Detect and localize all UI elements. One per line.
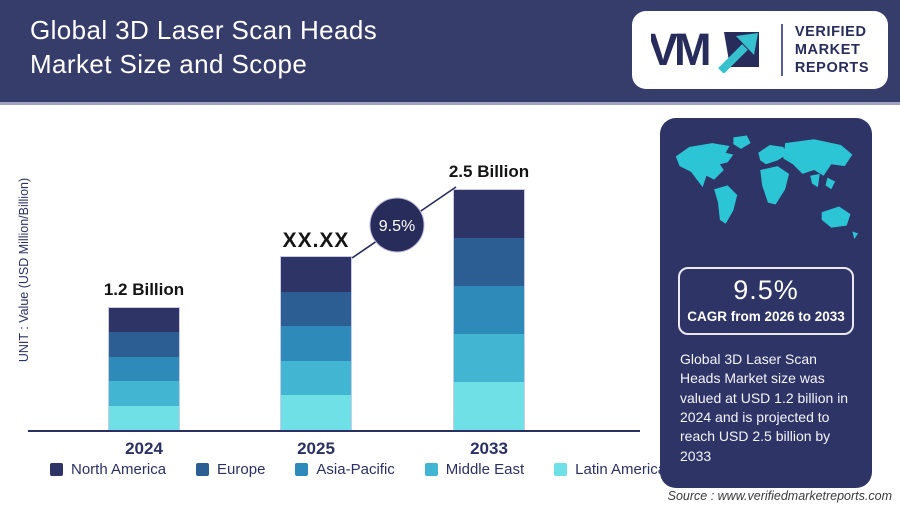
legend-swatch: [295, 463, 309, 476]
bar-segment-asia-pacific: [109, 356, 179, 382]
x-axis-tick-2024: 2024: [125, 439, 163, 458]
bar-segment-north-america: [281, 257, 351, 292]
bar-value-label-2033: 2.5 Billion: [448, 162, 530, 181]
brand-name-line: VERIFIED: [794, 23, 867, 40]
bar-segment-latin-america: [281, 395, 351, 430]
legend-label: Asia-Pacific: [316, 461, 395, 478]
brand-logo: VM VERIFIED MARKET REPORTS: [632, 11, 888, 89]
svg-text:VM: VM: [651, 27, 709, 73]
chart-legend: North America Europe Asia-Pacific Middle Ea…: [50, 461, 666, 478]
bar-segment-asia-pacific: [454, 286, 524, 334]
page-title-line2: Market Size and Scope: [30, 49, 308, 80]
bar-segment-europe: [109, 332, 179, 357]
cagr-value: 9.5%: [733, 275, 799, 305]
legend-label: Middle East: [445, 461, 525, 478]
brand-name: VERIFIED MARKET REPORTS: [795, 23, 869, 77]
legend-item-asia-pacific: Asia-Pacific: [295, 461, 395, 478]
bar-value-label-2025: XX.XX: [282, 229, 350, 252]
cagr-box: 9.5% CAGR from 2026 to 2033: [678, 267, 854, 335]
legend-label: Latin America: [575, 461, 667, 478]
bar-segment-latin-america: [454, 382, 524, 430]
x-axis-tick-2025: 2025: [297, 439, 335, 458]
bar-segment-asia-pacific: [281, 326, 351, 361]
bar-segment-north-america: [454, 190, 524, 238]
source-attribution: Source : www.verifiedmarketreports.com: [667, 489, 892, 503]
brand-name-line: MARKET: [794, 41, 861, 58]
legend-label: North America: [71, 461, 167, 478]
legend-swatch: [554, 463, 568, 476]
cagr-caption: CAGR from 2026 to 2033: [687, 309, 845, 324]
x-axis-line: [28, 430, 640, 432]
bar-segment-europe: [454, 238, 524, 286]
legend-swatch: [196, 463, 210, 476]
y-axis-label: UNIT : Value (USD Million/Billion): [17, 177, 31, 363]
logo-divider: [780, 24, 783, 76]
bar-value-label-2024: 1.2 Billion: [103, 280, 185, 299]
bar-segment-middle-east: [454, 334, 524, 382]
bar-segment-north-america: [109, 308, 179, 333]
bar-2033: [453, 189, 525, 431]
bar-segment-latin-america: [109, 405, 179, 431]
legend-item-middle-east: Middle East: [424, 461, 525, 478]
legend-item-europe: Europe: [196, 461, 265, 478]
legend-item-latin-america: Latin America: [554, 461, 666, 478]
bar-segment-europe: [281, 291, 351, 327]
header-band: Global 3D Laser Scan Heads Market Size a…: [0, 0, 900, 102]
legend-item-north-america: North America: [50, 461, 166, 478]
bar-segment-middle-east: [281, 360, 351, 396]
bar-2025: [280, 256, 352, 431]
page-title-line1: Global 3D Laser Scan Heads: [30, 15, 378, 45]
bar-2024: [108, 307, 180, 431]
summary-panel: 9.5% CAGR from 2026 to 2033 Global 3D La…: [660, 118, 872, 488]
world-map-icon: [660, 118, 872, 263]
x-axis-tick-2033: 2033: [470, 439, 508, 458]
vmr-logo-icon: VM: [651, 27, 759, 73]
legend-label: Europe: [217, 461, 266, 478]
market-summary-text: Global 3D Laser Scan Heads Market size w…: [680, 351, 849, 464]
header-divider: [0, 102, 900, 105]
legend-swatch: [50, 463, 63, 476]
page-title: Global 3D Laser Scan Heads Market Size a…: [30, 13, 377, 82]
bar-segment-middle-east: [109, 381, 179, 406]
legend-swatch: [424, 463, 438, 476]
brand-name-line: REPORTS: [794, 60, 870, 77]
